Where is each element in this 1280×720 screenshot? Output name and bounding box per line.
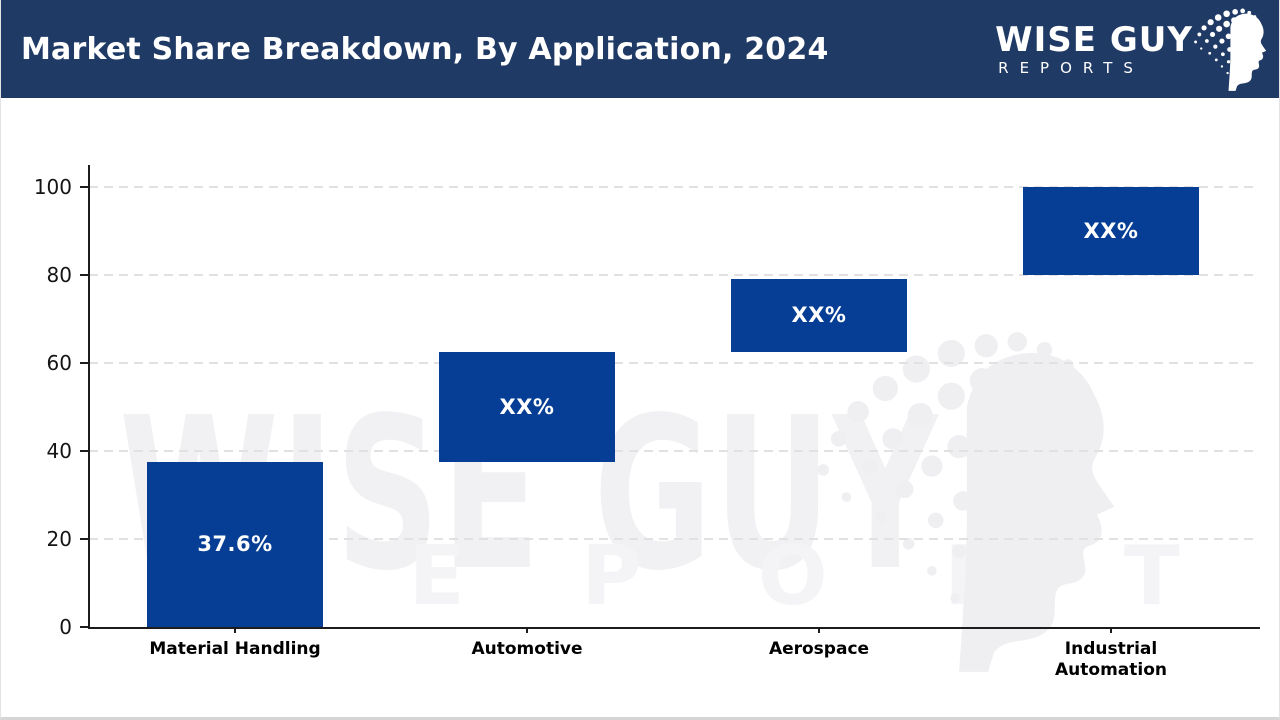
gridline-y-60	[89, 362, 1257, 364]
y-axis-tick	[80, 626, 89, 628]
gridline-y-80	[89, 274, 1257, 276]
logo-dotted-head-icon	[1194, 8, 1267, 91]
y-axis-tick-label: 100	[33, 175, 72, 199]
y-axis-tick	[80, 362, 89, 364]
header-bar: Market Share Breakdown, By Application, …	[1, 0, 1279, 98]
bar-value-label: 37.6%	[197, 532, 273, 557]
wiseguy-logo: WISE GUY REPORTS	[995, 7, 1269, 92]
y-axis-tick-label: 80	[46, 263, 72, 287]
chart-area: WISE GUY R E P O R T S 02040608010037.6%…	[1, 98, 1279, 717]
x-axis-category-label: Automotive	[471, 639, 583, 659]
y-axis-tick-label: 40	[46, 439, 72, 463]
y-axis-tick	[80, 538, 89, 540]
y-axis-tick-label: 60	[46, 351, 72, 375]
bar-automotive: XX%	[438, 351, 615, 462]
bar-value-label: XX%	[791, 303, 847, 328]
x-axis-category-label: Aerospace	[768, 639, 870, 659]
bar-industrial-automation: XX%	[1022, 187, 1199, 275]
gridline-y-20	[89, 538, 1257, 540]
y-axis-tick-label: 20	[46, 527, 72, 551]
logo-wordmark-line2: REPORTS	[998, 58, 1144, 77]
bar-value-label: XX%	[499, 394, 555, 419]
x-axis	[88, 627, 1260, 629]
bar-material-handling: 37.6%	[146, 461, 323, 627]
gridline-y-100	[89, 186, 1257, 188]
x-axis-tick	[234, 627, 236, 633]
logo-wordmark-line1: WISE GUY	[995, 19, 1193, 60]
x-axis-category-label: Material Handling	[149, 639, 321, 659]
y-axis-tick	[80, 186, 89, 188]
y-axis	[88, 165, 90, 629]
gridline-y-40	[89, 450, 1257, 452]
logo-wordmark: WISE GUY REPORTS	[995, 23, 1193, 76]
x-axis-category-label: Industrial Automation	[1055, 639, 1167, 681]
y-axis-tick	[80, 274, 89, 276]
x-axis-tick	[526, 627, 528, 633]
bar-value-label: XX%	[1083, 219, 1139, 243]
bar-aerospace: XX%	[730, 279, 907, 352]
y-axis-tick	[80, 450, 89, 452]
chart-title: Market Share Breakdown, By Application, …	[21, 31, 829, 67]
plot-area: 0 20 40 60 80 100 37.6% Material Handling XX% Aut…	[34, 177, 1257, 680]
y-axis-tick-label: 0	[59, 615, 72, 639]
